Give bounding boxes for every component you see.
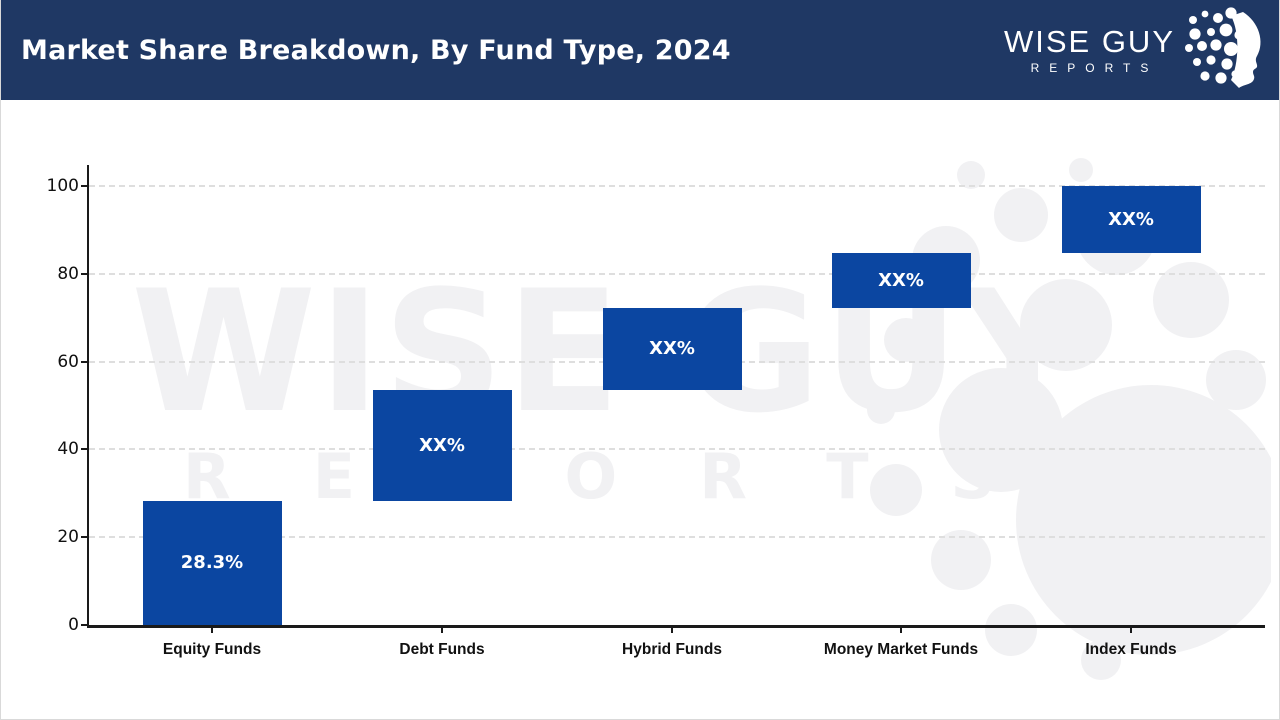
x-tick-label: Index Funds (1085, 641, 1177, 658)
chart-title: Market Share Breakdown, By Fund Type, 20… (21, 34, 731, 66)
y-tick-label: 40 (57, 439, 79, 460)
y-tick-label: 0 (68, 615, 79, 635)
y-axis-tick (81, 536, 89, 539)
x-axis-tick (1130, 627, 1132, 633)
brand-head-icon (1185, 7, 1261, 88)
y-tick-label: 20 (57, 527, 79, 548)
y-axis-tick (81, 360, 89, 363)
x-axis-tick (900, 627, 902, 633)
brand-name: WISE GUY (1003, 23, 1175, 59)
bar: XX% (602, 307, 742, 391)
y-tick-label: 60 (57, 351, 79, 372)
bar: XX% (372, 390, 512, 501)
bar: XX% (1061, 186, 1201, 253)
y-axis-tick (81, 272, 89, 275)
x-tick-label: Hybrid Funds (622, 641, 722, 658)
brand-logo-text: WISE GUY REPORTS (1004, 26, 1175, 75)
x-axis-tick (441, 627, 443, 633)
brand-subname: REPORTS (1030, 60, 1159, 75)
gridline (89, 536, 1265, 539)
watermark-subtext: REPORTS (183, 440, 1078, 513)
gridline (89, 272, 1265, 275)
bar-value-label: 28.3% (180, 552, 244, 574)
y-axis-line (87, 165, 89, 628)
gridline (89, 185, 1265, 187)
x-axis-tick (671, 627, 673, 633)
bar: 28.3% (142, 500, 282, 625)
gridline (89, 448, 1265, 451)
y-axis-tick (81, 185, 89, 187)
bar-value-label: XX% (649, 338, 695, 360)
x-axis-tick (211, 627, 213, 633)
bar-value-label: XX% (1108, 208, 1154, 230)
bar-value-label: XX% (878, 269, 924, 291)
y-tick-label: 100 (46, 176, 79, 196)
brand-logo: WISE GUY REPORTS (1004, 6, 1279, 94)
x-tick-label: Money Market Funds (823, 641, 979, 658)
x-tick-label: Debt Funds (399, 641, 485, 658)
header-bar: Market Share Breakdown, By Fund Type, 20… (1, 0, 1279, 100)
y-tick-label: 80 (57, 263, 79, 284)
bar: XX% (831, 252, 971, 308)
y-axis-tick (81, 448, 89, 451)
x-axis-line (87, 625, 1265, 628)
x-tick-label: Equity Funds (162, 641, 262, 658)
bar-value-label: XX% (419, 434, 465, 456)
y-axis-tick (81, 624, 89, 626)
